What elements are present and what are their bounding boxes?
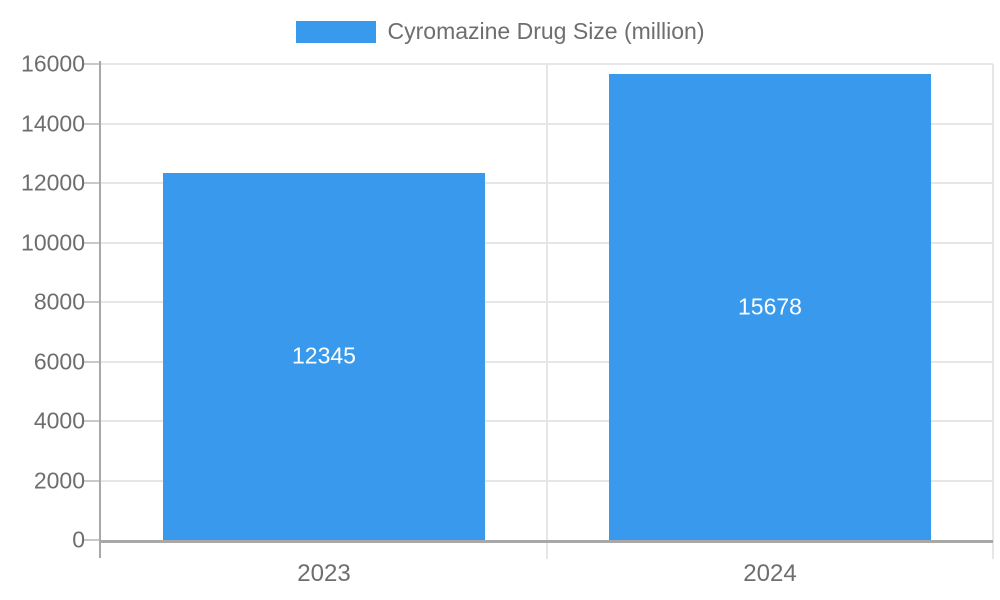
y-tick [84,301,101,303]
bar[interactable] [163,172,485,540]
y-tick [84,479,101,482]
y-tick-label: 12000 [21,169,85,196]
legend-swatch [295,20,376,43]
y-tick [84,63,101,65]
y-tick [84,241,101,244]
bar[interactable] [609,73,931,540]
y-axis-line [99,61,101,558]
x-tick-label: 2023 [297,560,351,587]
bar-value-label: 12345 [292,342,356,369]
y-tick [84,182,101,184]
plot-area: 0 2000 4000 6000 8000 10000 12000 14000 16000 123… [21,51,994,587]
gridline-v [546,64,548,559]
y-tick-label: 6000 [33,348,85,374]
y-tick-label: 14000 [21,110,85,136]
bar-value-label: 15678 [738,293,802,320]
legend-label: Cyromazine Drug Size (million) [387,18,705,44]
gridline-v [992,64,994,559]
x-axis-line [99,540,993,543]
x-tick-label: 2024 [743,560,797,587]
y-tick [84,539,101,541]
y-tick [84,122,101,125]
y-tick-label: 10000 [21,229,85,255]
y-tick-label: 4000 [33,407,85,434]
y-tick-label: 2000 [33,467,85,493]
y-tick-label: 16000 [21,50,85,77]
y-tick-label: 0 [72,526,85,553]
legend[interactable]: Cyromazine Drug Size (million) [0,20,1000,43]
y-tick [84,360,101,363]
y-tick [84,420,101,422]
y-tick-label: 8000 [33,288,85,315]
